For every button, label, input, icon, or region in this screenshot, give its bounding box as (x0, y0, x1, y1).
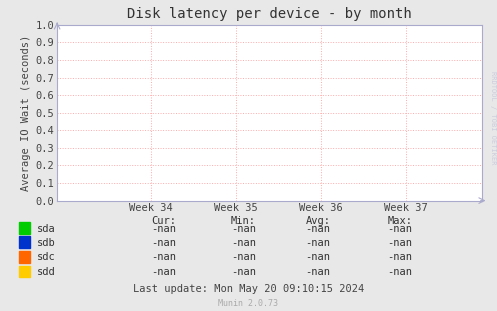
Text: Min:: Min: (231, 216, 256, 226)
Text: sdb: sdb (37, 238, 56, 248)
Text: -nan: -nan (231, 238, 256, 248)
Text: -nan: -nan (152, 238, 176, 248)
Text: -nan: -nan (152, 267, 176, 277)
Text: -nan: -nan (388, 267, 413, 277)
Text: -nan: -nan (388, 224, 413, 234)
Text: -nan: -nan (388, 252, 413, 262)
Text: -nan: -nan (231, 267, 256, 277)
Text: -nan: -nan (152, 252, 176, 262)
Text: RRDTOOL / TOBI OETIKER: RRDTOOL / TOBI OETIKER (490, 72, 496, 165)
Y-axis label: Average IO Wait (seconds): Average IO Wait (seconds) (21, 35, 31, 191)
Text: sda: sda (37, 224, 56, 234)
Text: Munin 2.0.73: Munin 2.0.73 (219, 299, 278, 308)
Title: Disk latency per device - by month: Disk latency per device - by month (127, 7, 412, 21)
Text: -nan: -nan (306, 267, 331, 277)
Text: Cur:: Cur: (152, 216, 176, 226)
Text: sdc: sdc (37, 252, 56, 262)
Text: Last update: Mon May 20 09:10:15 2024: Last update: Mon May 20 09:10:15 2024 (133, 284, 364, 294)
Text: -nan: -nan (306, 238, 331, 248)
Text: -nan: -nan (388, 238, 413, 248)
Text: -nan: -nan (306, 252, 331, 262)
Text: sdd: sdd (37, 267, 56, 277)
Text: Max:: Max: (388, 216, 413, 226)
Text: -nan: -nan (231, 224, 256, 234)
Text: Avg:: Avg: (306, 216, 331, 226)
Text: -nan: -nan (231, 252, 256, 262)
Text: -nan: -nan (152, 224, 176, 234)
Text: -nan: -nan (306, 224, 331, 234)
